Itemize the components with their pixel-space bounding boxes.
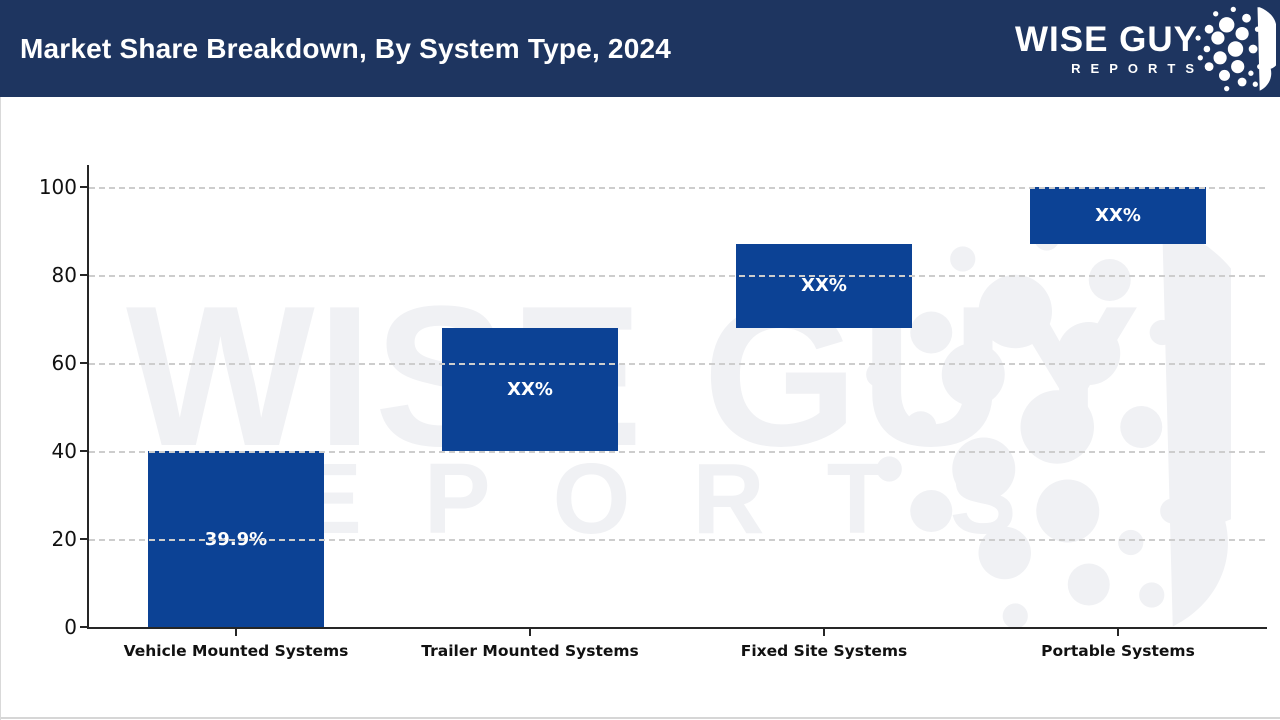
category-label: Portable Systems bbox=[1041, 642, 1195, 660]
watermark-head-icon bbox=[866, 225, 1231, 629]
y-tick-label: 40 bbox=[51, 439, 77, 463]
bar-segment[interactable]: XX% bbox=[442, 327, 618, 451]
logo-text: WISE GUY REPORTS bbox=[1015, 22, 1198, 76]
logo-text-line1: WISE GUY bbox=[1014, 19, 1198, 59]
gridline-80 bbox=[89, 275, 1265, 277]
y-tick-mark bbox=[80, 362, 87, 364]
y-tick-label: 0 bbox=[64, 615, 77, 639]
x-tick-mark bbox=[823, 629, 825, 636]
chart-canvas: WISE GUY REPORTS 0 20 40 60 80 100 39.9% Vehicl… bbox=[0, 97, 1280, 720]
gridline-100 bbox=[89, 187, 1265, 189]
chart-title: Market Share Breakdown, By System Type, … bbox=[20, 32, 672, 64]
y-tick-label: 60 bbox=[51, 351, 77, 375]
y-axis-line bbox=[87, 165, 89, 629]
gridline-40 bbox=[89, 451, 1265, 453]
wiseguy-logo: WISE GUY REPORTS bbox=[1015, 5, 1280, 93]
y-tick-label: 80 bbox=[51, 263, 77, 287]
bottom-divider bbox=[1, 717, 1280, 719]
x-tick-mark bbox=[529, 629, 531, 636]
y-tick-mark bbox=[80, 186, 87, 188]
y-tick-label: 100 bbox=[38, 175, 77, 199]
header: Market Share Breakdown, By System Type, … bbox=[0, 0, 1280, 97]
gridline-60 bbox=[89, 363, 1265, 365]
y-tick-label: 20 bbox=[51, 527, 77, 551]
bar-segment[interactable]: XX% bbox=[1030, 187, 1206, 245]
category-label: Trailer Mounted Systems bbox=[421, 642, 639, 660]
category-label: Vehicle Mounted Systems bbox=[123, 642, 349, 660]
x-axis-line bbox=[87, 627, 1267, 629]
plot-area: 0 20 40 60 80 100 39.9% Vehicle Mounted Systems… bbox=[1, 97, 1280, 720]
logo-head-icon bbox=[1195, 6, 1276, 91]
bar-value-label: XX% bbox=[507, 378, 553, 400]
x-tick-mark bbox=[1117, 629, 1119, 636]
y-tick-mark bbox=[80, 626, 87, 628]
y-tick-mark bbox=[80, 538, 87, 540]
bar-segment[interactable]: XX% bbox=[736, 244, 912, 328]
bar-value-label: XX% bbox=[801, 275, 847, 297]
logo-text-line2: REPORTS bbox=[1071, 60, 1204, 76]
x-tick-mark bbox=[235, 629, 237, 636]
y-tick-mark bbox=[80, 450, 87, 452]
category-label: Fixed Site Systems bbox=[740, 642, 908, 660]
y-tick-mark bbox=[80, 274, 87, 276]
bar-value-label: XX% bbox=[1095, 205, 1141, 227]
gridline-20 bbox=[89, 539, 1265, 541]
